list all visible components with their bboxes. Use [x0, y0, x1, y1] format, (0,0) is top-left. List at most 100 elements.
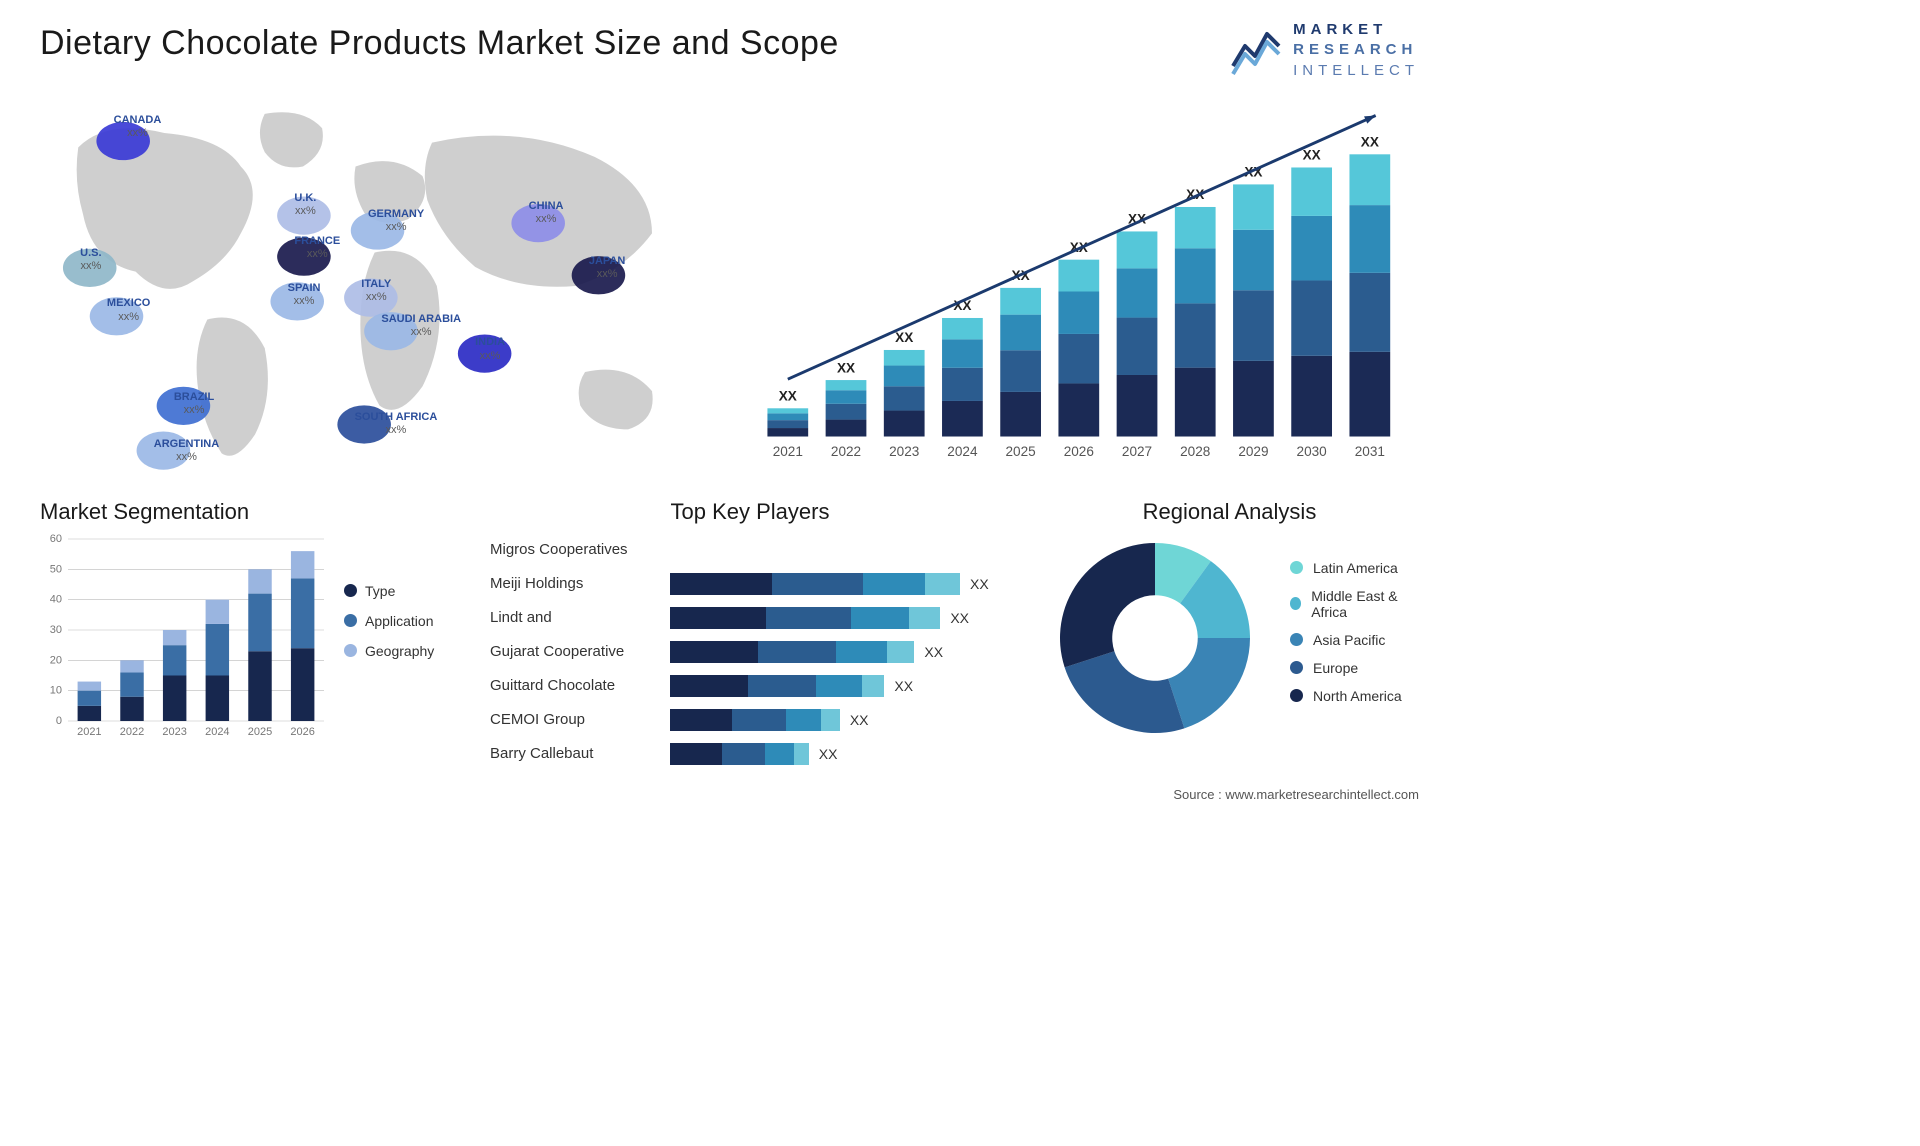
- logo-line2: RESEARCH: [1293, 40, 1419, 60]
- svg-text:2025: 2025: [248, 726, 272, 738]
- seg-legend-application: Application: [344, 613, 434, 629]
- player-name: Gujarat Cooperative: [490, 643, 660, 660]
- logo-line3: INTELLECT: [1293, 61, 1419, 81]
- player-name: Meiji Holdings: [490, 575, 660, 592]
- source-attribution: Source : www.marketresearchintellect.com: [1173, 787, 1419, 802]
- svg-text:XX: XX: [1361, 134, 1379, 149]
- player-row: Guittard Chocolate XX: [490, 669, 1010, 703]
- segmentation-title: Market Segmentation: [40, 499, 460, 525]
- map-label-japan: JAPANxx%: [589, 255, 625, 281]
- map-label-china: CHINAxx%: [529, 200, 564, 226]
- player-value: XX: [970, 576, 989, 592]
- player-bar: XX: [670, 572, 1010, 596]
- svg-text:2029: 2029: [1239, 444, 1269, 459]
- segmentation-chart: 0 10 20 30 40 50 60 2021 2022 2023 2024 2025 2026: [40, 533, 330, 743]
- seg-legend-geography: Geography: [344, 643, 434, 659]
- map-label-india: INDIAxx%: [475, 336, 505, 362]
- logo-line1: MARKET: [1293, 20, 1419, 40]
- svg-text:XX: XX: [1303, 147, 1321, 162]
- map-label-argentina: ARGENTINAxx%: [154, 438, 219, 464]
- svg-text:2027: 2027: [1122, 444, 1152, 459]
- regional-legend-item: North America: [1290, 688, 1419, 704]
- segmentation-panel: Market Segmentation 0 10 20 30 40 50 60 2021 202…: [40, 499, 460, 771]
- player-bar: XX: [670, 708, 1010, 732]
- world-map-panel: CANADAxx% U.S.xx% MEXICOxx% BRAZILxx% ARGENT…: [40, 91, 709, 481]
- svg-text:2026: 2026: [290, 726, 314, 738]
- player-bar: XX: [670, 742, 1010, 766]
- svg-text:2023: 2023: [889, 444, 919, 459]
- map-label-u-k-: U.K.xx%: [294, 192, 316, 218]
- regional-legend-item: Asia Pacific: [1290, 632, 1419, 648]
- player-row: Meiji Holdings XX: [490, 567, 1010, 601]
- brand-logo: MARKET RESEARCH INTELLECT: [1229, 20, 1419, 81]
- key-players-panel: Top Key Players Migros Cooperatives Meiji…: [490, 499, 1010, 771]
- svg-text:2022: 2022: [120, 726, 144, 738]
- player-name: Barry Callebaut: [490, 745, 660, 762]
- svg-text:XX: XX: [779, 388, 797, 403]
- svg-text:20: 20: [50, 654, 62, 666]
- player-value: XX: [894, 678, 913, 694]
- svg-text:2021: 2021: [773, 444, 803, 459]
- player-bar: XX: [670, 640, 1010, 664]
- regional-legend-item: Europe: [1290, 660, 1419, 676]
- player-value: XX: [850, 712, 869, 728]
- player-row: Barry Callebaut XX: [490, 737, 1010, 771]
- player-bar: [670, 538, 1010, 562]
- regional-donut-chart: [1040, 533, 1270, 743]
- regional-panel: Regional Analysis Latin America Middle Ea…: [1040, 499, 1419, 771]
- regional-legend-item: Middle East & Africa: [1290, 588, 1419, 620]
- svg-text:2026: 2026: [1064, 444, 1094, 459]
- svg-text:10: 10: [50, 684, 62, 696]
- map-label-france: FRANCExx%: [294, 235, 340, 261]
- logo-text: MARKET RESEARCH INTELLECT: [1293, 20, 1419, 81]
- svg-text:50: 50: [50, 563, 62, 575]
- player-row: CEMOI Group XX: [490, 703, 1010, 737]
- svg-text:2022: 2022: [831, 444, 861, 459]
- key-players-title: Top Key Players: [490, 499, 1010, 525]
- map-label-saudi-arabia: SAUDI ARABIAxx%: [381, 313, 461, 339]
- player-name: Lindt and: [490, 609, 660, 626]
- svg-text:XX: XX: [896, 330, 914, 345]
- map-label-canada: CANADAxx%: [114, 114, 162, 140]
- svg-text:30: 30: [50, 624, 62, 636]
- player-bar: XX: [670, 606, 1010, 630]
- regional-title: Regional Analysis: [1040, 499, 1419, 525]
- regional-legend: Latin America Middle East & Africa Asia Pa…: [1290, 560, 1419, 716]
- svg-text:2024: 2024: [205, 726, 229, 738]
- svg-text:XX: XX: [837, 360, 855, 375]
- svg-text:0: 0: [56, 715, 62, 727]
- growth-stacked-bar-chart: XXXXXXXXXXXXXXXXXXXXXX 20212022202320242…: [749, 101, 1409, 481]
- map-label-spain: SPAINxx%: [288, 282, 321, 308]
- regional-donut-wrap: [1040, 533, 1270, 743]
- player-row: Lindt and XX: [490, 601, 1010, 635]
- svg-text:2024: 2024: [948, 444, 979, 459]
- svg-text:2030: 2030: [1297, 444, 1328, 459]
- regional-legend-item: Latin America: [1290, 560, 1419, 576]
- player-value: XX: [819, 746, 838, 762]
- segmentation-legend: Type Application Geography: [344, 533, 434, 673]
- player-row: Migros Cooperatives: [490, 533, 1010, 567]
- map-label-germany: GERMANYxx%: [368, 208, 424, 234]
- growth-chart-panel: XXXXXXXXXXXXXXXXXXXXXX 20212022202320242…: [749, 91, 1419, 481]
- player-value: XX: [950, 610, 969, 626]
- player-row: Gujarat Cooperative XX: [490, 635, 1010, 669]
- map-label-brazil: BRAZILxx%: [174, 391, 214, 417]
- svg-text:60: 60: [50, 533, 62, 545]
- key-players-list: Migros CooperativesMeiji HoldingsXXLindt…: [490, 533, 1010, 771]
- player-bar: XX: [670, 674, 1010, 698]
- map-label-italy: ITALYxx%: [361, 278, 391, 304]
- svg-text:2031: 2031: [1355, 444, 1385, 459]
- svg-text:2023: 2023: [162, 726, 186, 738]
- map-label-south-africa: SOUTH AFRICAxx%: [355, 411, 438, 437]
- player-name: Guittard Chocolate: [490, 677, 660, 694]
- logo-icon: [1229, 22, 1285, 78]
- svg-text:2021: 2021: [77, 726, 101, 738]
- player-name: Migros Cooperatives: [490, 541, 660, 558]
- svg-text:2028: 2028: [1180, 444, 1210, 459]
- svg-text:2025: 2025: [1006, 444, 1036, 459]
- map-label-u-s-: U.S.xx%: [80, 247, 101, 273]
- map-label-mexico: MEXICOxx%: [107, 297, 150, 323]
- svg-text:40: 40: [50, 593, 62, 605]
- seg-legend-type: Type: [344, 583, 434, 599]
- player-name: CEMOI Group: [490, 711, 660, 728]
